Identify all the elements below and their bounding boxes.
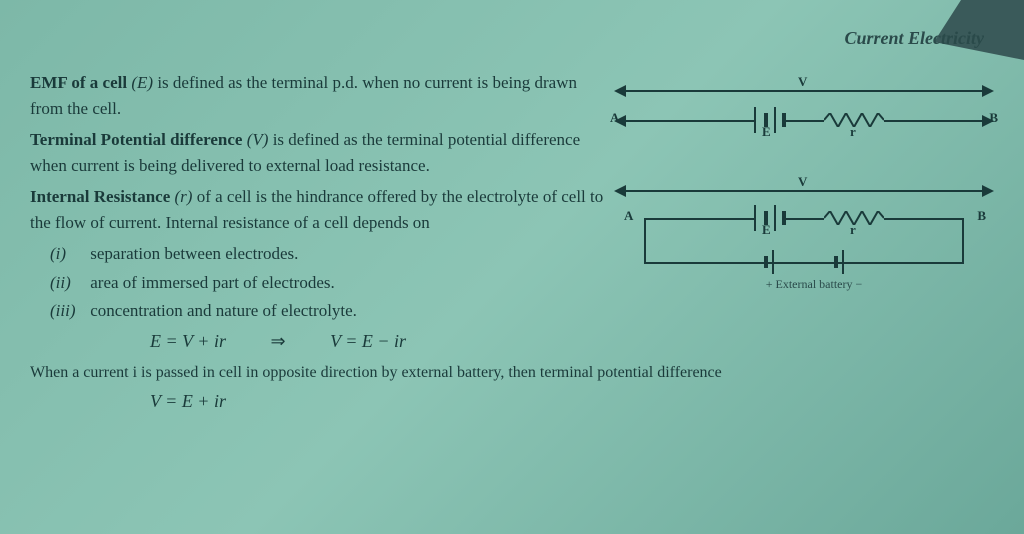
formula-1a: E = V + ir [150, 331, 226, 351]
external-battery-label: + External battery − [714, 277, 914, 292]
list-item: (ii) area of immersed part of electrodes… [50, 270, 610, 296]
a-label: A [610, 110, 619, 126]
list-item: (iii) concentration and nature of electr… [50, 298, 610, 324]
v-label: V [798, 74, 807, 90]
list-text-iii: concentration and nature of electrolyte. [90, 301, 357, 320]
b-label: B [989, 110, 998, 126]
terminal-paragraph: Terminal Potential difference (V) is def… [30, 127, 610, 178]
list-text-ii: area of immersed part of electrodes. [90, 273, 335, 292]
emf-symbol: (E) [131, 73, 153, 92]
main-content: EMF of a cell (E) is defined as the term… [30, 70, 610, 355]
a-label-2: A [624, 208, 633, 224]
list-item: (i) separation between electrodes. [50, 241, 610, 267]
list-text-i: separation between electrodes. [90, 244, 298, 263]
after-formula-sentence: When a current i is passed in cell in op… [30, 364, 722, 381]
terminal-term: Terminal Potential difference [30, 130, 242, 149]
implies-arrow: ⇒ [270, 331, 285, 351]
formula-1b: V = E − ir [330, 331, 406, 351]
internal-paragraph: Internal Resistance (r) of a cell is the… [30, 184, 610, 235]
internal-term: Internal Resistance [30, 187, 170, 206]
circuit-diagram-1: V E r A B [614, 80, 994, 160]
v-label-2: V [798, 174, 807, 190]
emf-term: EMF of a cell [30, 73, 127, 92]
list-num-ii: (ii) [50, 270, 86, 296]
circuit-diagrams: V E r A B V E [614, 80, 994, 310]
internal-symbol: (r) [174, 187, 192, 206]
r-label-2: r [850, 222, 856, 238]
terminal-symbol: (V) [247, 130, 269, 149]
e-label-2: E [762, 222, 771, 238]
circuit-diagram-2: V E r A B + External battery − [614, 180, 994, 290]
b-label-2: B [977, 208, 986, 224]
e-label: E [762, 124, 771, 140]
list-num-iii: (iii) [50, 298, 86, 324]
dependency-list: (i) separation between electrodes. (ii) … [50, 241, 610, 324]
list-num-i: (i) [50, 241, 86, 267]
emf-paragraph: EMF of a cell (E) is defined as the term… [30, 70, 610, 121]
formula-row-1: E = V + ir ⇒ V = E − ir [150, 328, 610, 355]
formula-2: V = E + ir [150, 391, 994, 412]
chapter-header: Current Electricity [845, 28, 985, 49]
r-label: r [850, 124, 856, 140]
after-formula-text: When a current i is passed in cell in op… [30, 361, 990, 385]
